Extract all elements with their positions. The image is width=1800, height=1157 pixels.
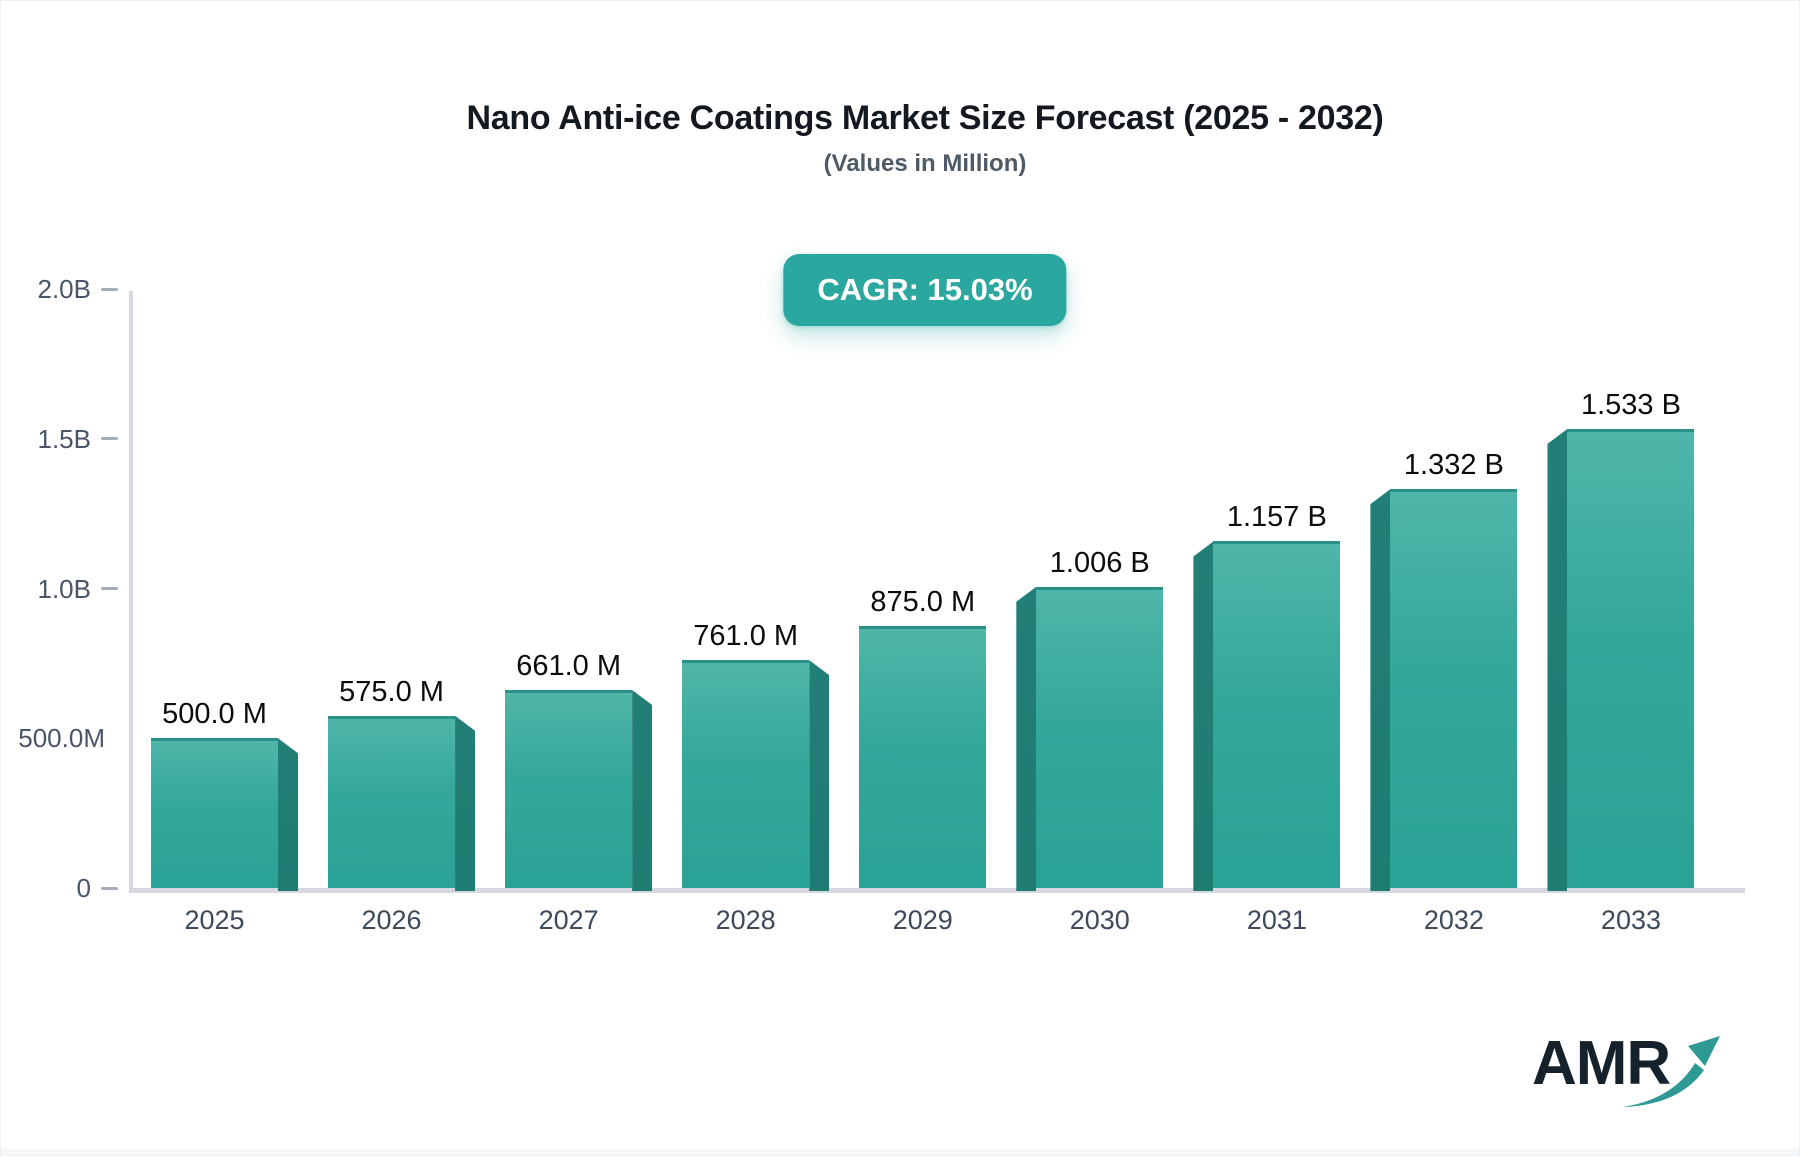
bar-side-2030 [1016, 586, 1037, 891]
bar-face-2031 [1213, 541, 1341, 888]
x-tick-label-2029: 2029 [892, 905, 953, 935]
bar-value-label-2026: 575.0 M [339, 675, 444, 708]
amr-logo-text: AMR [1532, 1029, 1671, 1098]
y-tick-label-500.0M: 500.0M [18, 723, 105, 754]
bar-value-label-2029: 875.0 M [870, 585, 976, 618]
x-tick-label-2031: 2031 [1246, 905, 1307, 935]
chart-title: Nano Anti-ice Coatings Market Size Forec… [466, 99, 1384, 137]
y-tick-dash [101, 287, 118, 291]
bar-face-2026 [328, 715, 456, 888]
bar-face-2027 [505, 690, 633, 888]
growth-arrow-icon [1616, 1027, 1726, 1118]
amr-logo: AMR [1532, 1031, 1722, 1121]
x-tick-label-2030: 2030 [1069, 905, 1130, 935]
bar-value-label-2031: 1.157 B [1226, 501, 1327, 534]
x-tick-label-2027: 2027 [538, 905, 599, 935]
chart-subtitle: (Values in Million) [823, 150, 1027, 177]
y-tick-label-0: 0 [76, 873, 91, 903]
y-tick-label-2.0B: 2.0B [37, 274, 92, 304]
card-bottom-edge [1, 1149, 1799, 1155]
bar-face-2032 [1390, 489, 1518, 888]
x-tick-label-2025: 2025 [184, 905, 245, 935]
bar-side-2027 [632, 690, 653, 891]
bar-side-2028 [809, 660, 830, 891]
bar-side-2032 [1370, 489, 1391, 891]
y-tick-dash [101, 587, 118, 590]
bar-side-2026 [455, 715, 476, 891]
bar-value-label-2030: 1.006 B [1049, 546, 1150, 579]
bar-value-label-2032: 1.332 B [1403, 449, 1504, 482]
y-tick-dash [101, 886, 118, 890]
cagr-badge: CAGR: 15.03% [783, 254, 1067, 326]
bar-face-2025 [151, 738, 278, 888]
bar-face-2029 [859, 625, 987, 888]
y-tick-dash [101, 437, 118, 441]
bar-side-2025 [278, 738, 298, 891]
bar-value-label-2025: 500.0 M [162, 698, 267, 731]
bar-value-label-2028: 761.0 M [693, 620, 799, 653]
bar-face-2028 [682, 660, 810, 888]
x-tick-label-2028: 2028 [715, 905, 776, 935]
x-axis-line [129, 888, 1745, 893]
y-tick-label-1.0B: 1.0B [37, 573, 92, 604]
x-tick-label-2033: 2033 [1600, 905, 1661, 935]
x-tick-label-2032: 2032 [1423, 905, 1484, 935]
bar-face-2030 [1036, 586, 1164, 888]
bar-value-label-2033: 1.533 B [1580, 388, 1681, 421]
bar-value-label-2027: 661.0 M [516, 650, 621, 683]
bar-side-2031 [1193, 541, 1214, 891]
bar-side-2033 [1547, 428, 1568, 891]
bar-face-2033 [1567, 428, 1695, 888]
y-tick-label-1.5B: 1.5B [37, 423, 92, 454]
y-axis-line [129, 291, 133, 892]
x-tick-label-2026: 2026 [361, 905, 422, 935]
